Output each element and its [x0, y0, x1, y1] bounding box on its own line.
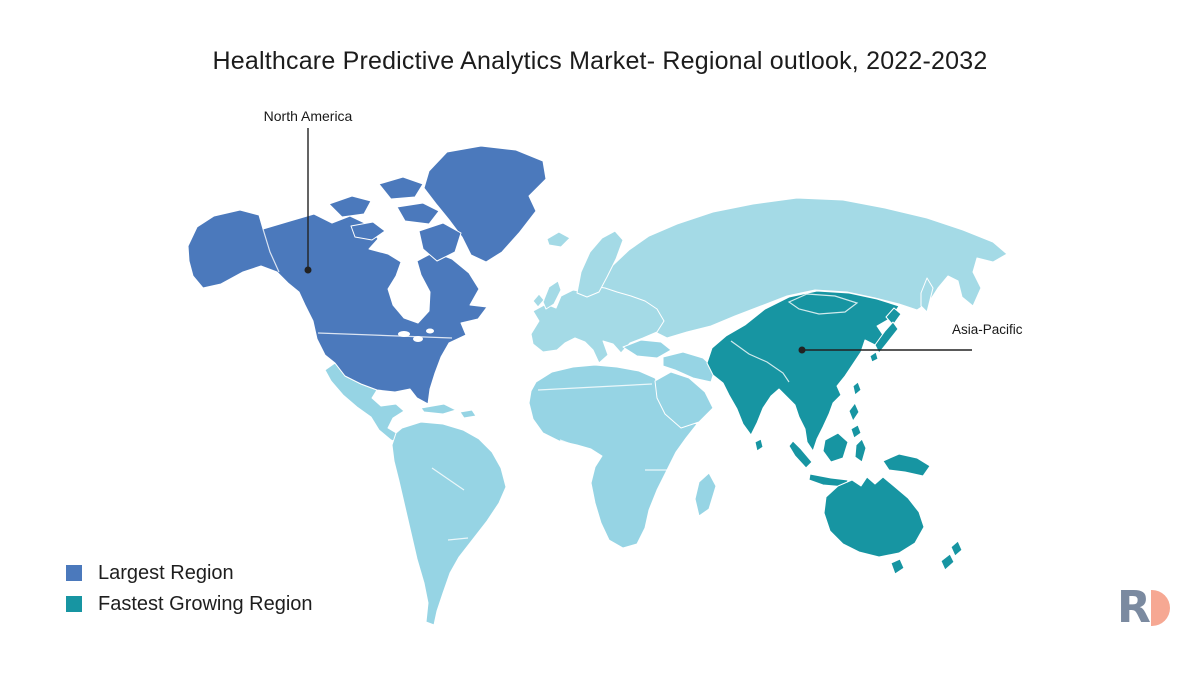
brand-logo: R: [1117, 582, 1170, 633]
border-us-canada: [317, 332, 453, 339]
largest-region-swatch: [66, 565, 82, 581]
island-sulawesi: [854, 438, 867, 463]
island-borneo: [822, 432, 849, 463]
border-africa-1: [537, 383, 653, 391]
island-great-britain: [542, 280, 562, 310]
annotation-dots: [304, 266, 806, 354]
island-ireland: [532, 293, 545, 308]
island-baffin: [418, 222, 462, 262]
landmass-europe: [530, 285, 665, 364]
landmass-south-america: [391, 421, 507, 626]
lake-2: [413, 336, 423, 342]
island-new-zealand-north: [950, 540, 963, 557]
largest-region-swatch-rect: [66, 565, 82, 581]
island-philippines-mindanao: [850, 424, 862, 439]
island-iceland: [546, 231, 571, 248]
landmass-scandinavia: [576, 230, 624, 298]
legend-label-largest: Largest Region: [98, 561, 234, 584]
island-hispaniola: [459, 409, 477, 419]
region-asia-pacific: [706, 290, 963, 575]
island-sakhalin: [920, 277, 934, 313]
great-lakes: [398, 328, 434, 342]
island-sri-lanka: [754, 438, 764, 452]
north-america-label: North America: [263, 108, 353, 124]
landmass-turkey: [622, 339, 672, 359]
legend-item-fastest-growing-region: Fastest Growing Region: [66, 592, 313, 616]
border-south-america-2: [447, 537, 469, 541]
legend: Largest Region Fastest Growing Region: [66, 561, 313, 616]
country-borders: [262, 228, 859, 541]
fastest-growing-region-swatch-rect: [66, 596, 82, 612]
island-greenland: [423, 145, 547, 263]
island-japan-kyushu: [869, 351, 879, 363]
island-cuba: [420, 403, 457, 415]
island-philippines-luzon: [848, 402, 860, 422]
landmass-iran-iraq: [662, 351, 716, 383]
island-japan-honshu: [874, 321, 899, 354]
border-africa-2: [559, 439, 599, 455]
island-taiwan: [852, 381, 862, 396]
island-madagascar: [694, 472, 717, 517]
region-rest-of-world-eurasia: [530, 197, 1008, 364]
island-sumatra: [788, 440, 813, 469]
asia-pacific-label: Asia-Pacific: [952, 322, 1023, 337]
annotation-lines: [307, 128, 972, 351]
legend-label-fastest-growing: Fastest Growing Region: [98, 592, 313, 615]
region-north-america: [187, 145, 547, 405]
border-mongolia: [787, 293, 859, 315]
island-new-guinea: [882, 453, 931, 477]
region-rest-of-world-south: [324, 339, 717, 626]
landmass-china-india-sea: [706, 290, 900, 452]
island-tasmania: [890, 558, 905, 575]
border-south-america-1: [431, 467, 465, 491]
landmass-australia: [823, 476, 925, 558]
north-america-dot: [304, 266, 312, 274]
lake-1: [398, 331, 410, 337]
logo-letter-r: R: [1117, 582, 1151, 633]
island-arctic-4: [350, 221, 386, 241]
legend-item-largest-region: Largest Region: [66, 561, 313, 585]
logo-d-shape: [1150, 590, 1170, 626]
fastest-growing-region-swatch: [66, 596, 82, 612]
island-arctic-2: [378, 176, 424, 200]
island-new-zealand-south: [940, 553, 955, 571]
border-alaska-canada: [262, 228, 280, 273]
island-arctic-1: [328, 195, 372, 218]
landmass-arabia: [654, 371, 714, 429]
lake-3: [426, 328, 434, 334]
border-china-south-asia: [730, 340, 790, 383]
landmass-russia-central-asia: [591, 197, 1008, 339]
island-japan-hokkaido: [885, 307, 902, 326]
landmass-canada-usa-alaska: [187, 209, 488, 405]
island-arctic-3: [396, 202, 440, 225]
asia-pacific-dot: [798, 346, 806, 354]
page-title: Healthcare Predictive Analytics Market- …: [212, 47, 988, 75]
